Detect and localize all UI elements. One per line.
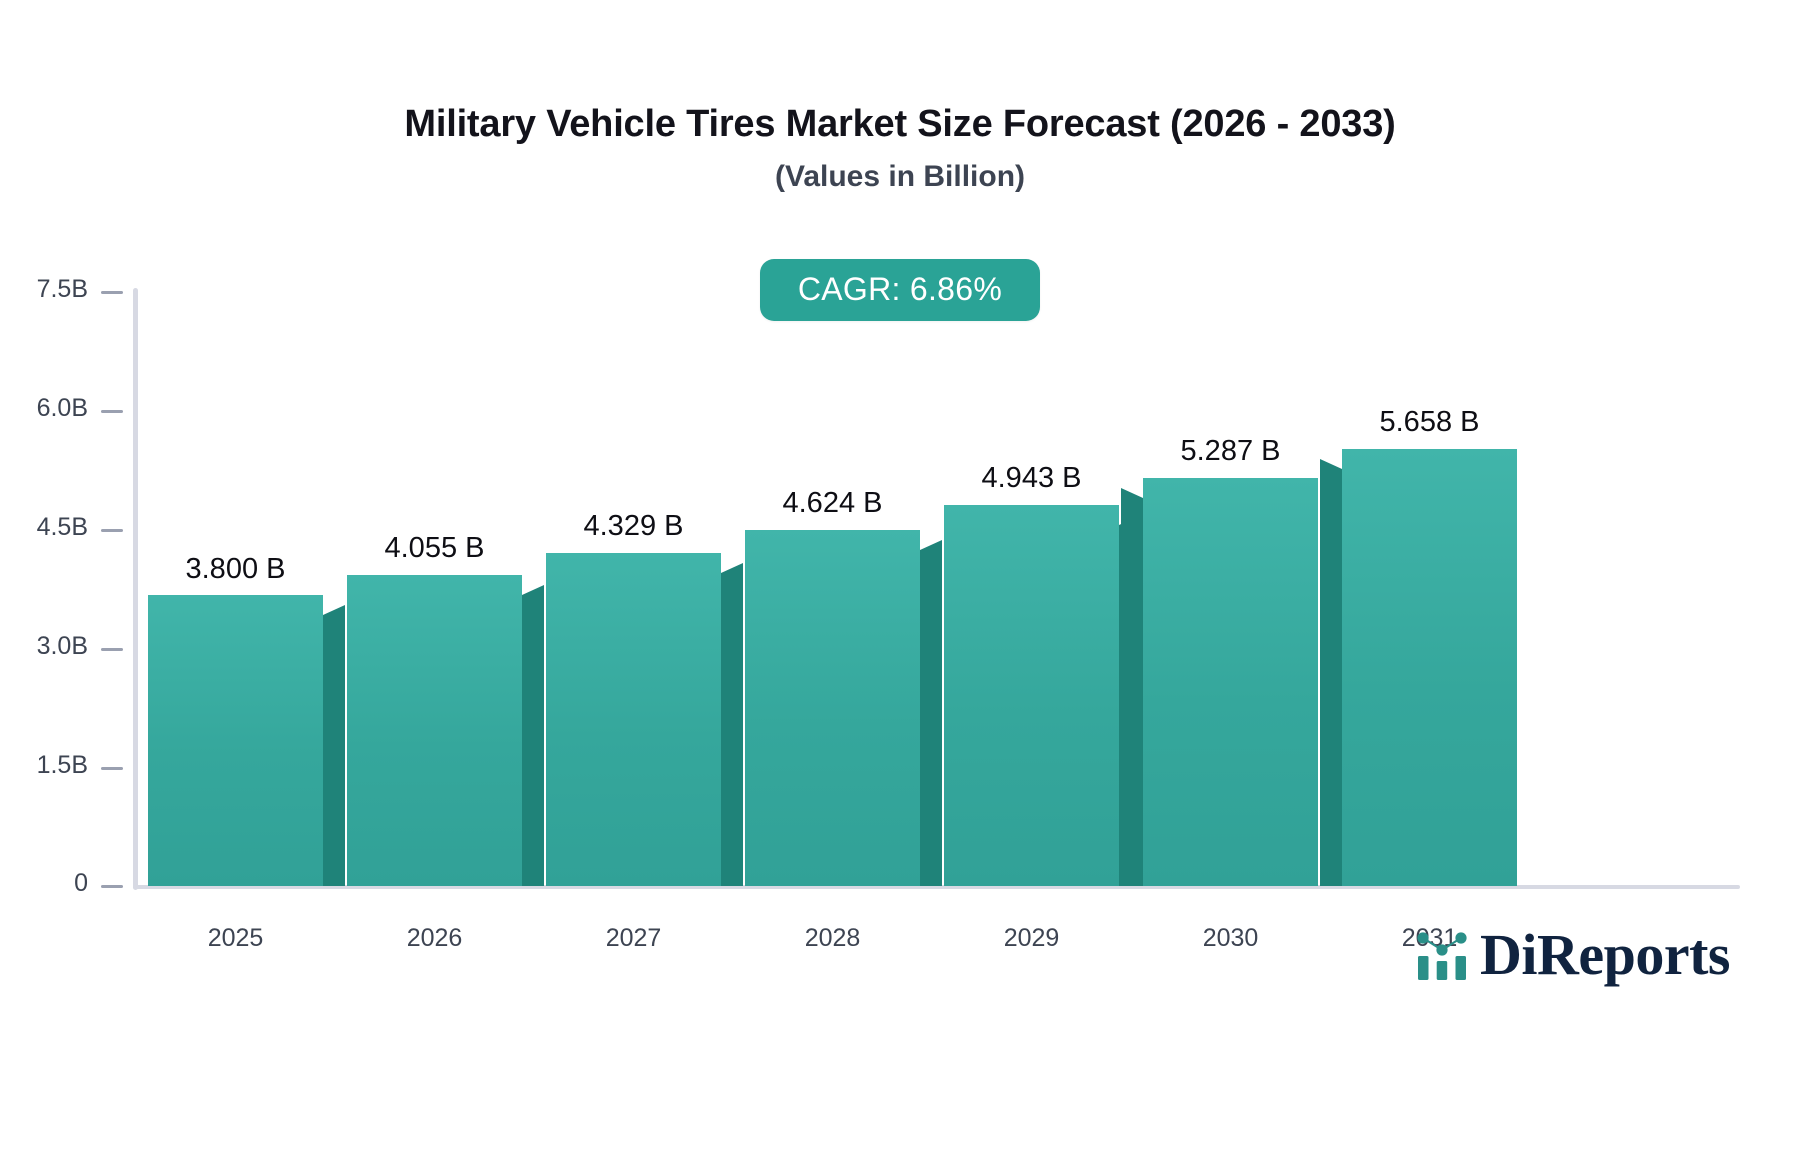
bar-front-face[interactable] bbox=[148, 595, 323, 886]
bar-side-face bbox=[721, 563, 743, 886]
cagr-badge-wrapper: CAGR: 6.86% bbox=[0, 259, 1800, 321]
y-tick-mark bbox=[101, 885, 123, 888]
cagr-badge[interactable]: CAGR: 6.86% bbox=[759, 259, 1041, 321]
bar-value-label: 5.658 B bbox=[1379, 406, 1480, 438]
bar-value-label: 4.624 B bbox=[782, 487, 883, 519]
bar-value-label: 4.943 B bbox=[981, 462, 1082, 494]
bar-value-label: 4.055 B bbox=[384, 532, 485, 564]
bar-front-face[interactable] bbox=[1143, 478, 1318, 886]
y-tick-label: 0 bbox=[74, 869, 88, 897]
x-tick-label-2030: 2030 bbox=[1202, 924, 1259, 952]
bar-chart-icon bbox=[1417, 932, 1467, 980]
bar-side-face bbox=[1121, 488, 1143, 886]
y-tick-label: 6.0B bbox=[36, 394, 88, 422]
bar-front-face[interactable] bbox=[745, 530, 920, 886]
y-tick-mark bbox=[101, 767, 123, 770]
chart-header: Military Vehicle Tires Market Size Forec… bbox=[0, 103, 1800, 193]
bar-value-label: 4.329 B bbox=[583, 510, 684, 542]
x-tick-label-2025: 2025 bbox=[207, 924, 264, 952]
y-tick-mark bbox=[101, 648, 123, 651]
y-tick-mark bbox=[101, 529, 123, 532]
bar-side-face bbox=[522, 585, 544, 886]
bar-front-face[interactable] bbox=[944, 505, 1119, 886]
y-tick-label: 1.5B bbox=[36, 751, 88, 779]
x-tick-label-2026: 2026 bbox=[406, 924, 463, 952]
x-axis-line bbox=[133, 885, 1740, 889]
x-tick-label-2028: 2028 bbox=[804, 924, 861, 952]
bar-value-label: 3.800 B bbox=[185, 553, 286, 585]
y-tick-mark bbox=[101, 291, 123, 294]
logo-text: DiReports bbox=[1479, 922, 1731, 987]
bar-front-face[interactable] bbox=[546, 553, 721, 886]
x-tick-label-2027: 2027 bbox=[605, 924, 662, 952]
bar-side-face bbox=[1320, 459, 1342, 886]
chart-title: Military Vehicle Tires Market Size Forec… bbox=[404, 103, 1396, 145]
y-tick-label: 3.0B bbox=[36, 632, 88, 660]
chart-subtitle: (Values in Billion) bbox=[774, 159, 1026, 193]
bar-front-face[interactable] bbox=[1342, 449, 1517, 886]
bar-side-face bbox=[920, 540, 942, 886]
x-tick-label-2029: 2029 bbox=[1003, 924, 1060, 952]
bar-value-label: 5.287 B bbox=[1180, 435, 1281, 467]
y-axis-line bbox=[133, 288, 138, 890]
direports-logo: DiReports bbox=[1414, 922, 1731, 987]
bar-side-face bbox=[323, 605, 345, 886]
y-tick-label: 4.5B bbox=[36, 513, 88, 541]
y-tick-label: 7.5B bbox=[36, 275, 88, 303]
y-tick-mark bbox=[101, 410, 123, 413]
bar-front-face[interactable] bbox=[347, 575, 522, 886]
